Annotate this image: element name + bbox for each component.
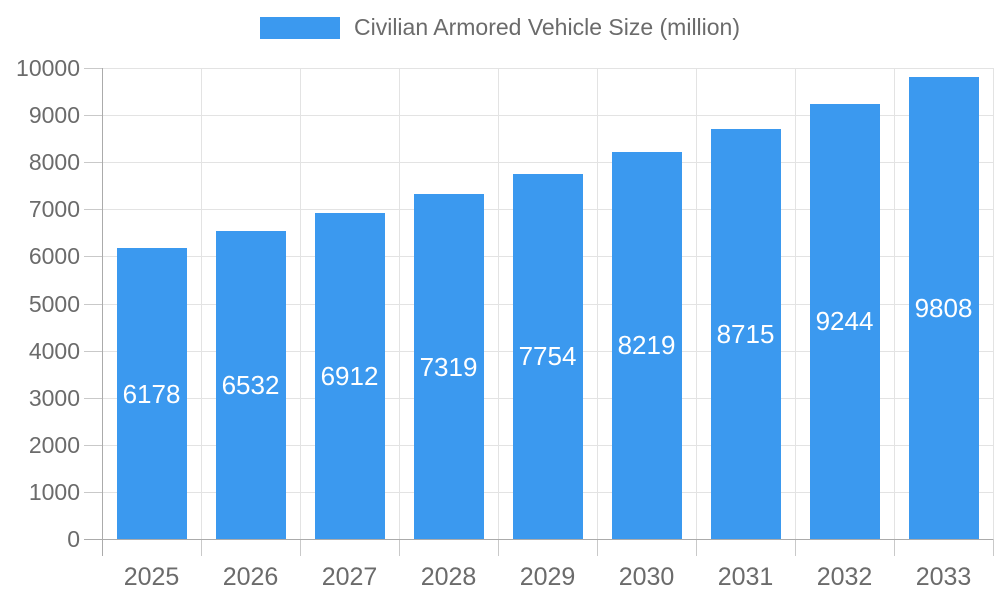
y-axis-label: 6000 bbox=[28, 243, 80, 270]
y-axis-tick bbox=[84, 491, 102, 493]
y-axis-tick bbox=[84, 303, 102, 305]
legend-swatch-icon bbox=[259, 16, 340, 39]
y-axis-label: 10000 bbox=[16, 55, 80, 81]
y-axis-tick bbox=[84, 209, 102, 211]
y-axis-tick bbox=[84, 256, 102, 258]
bar-value-label: 8219 bbox=[617, 330, 676, 361]
x-axis-label: 2027 bbox=[321, 563, 378, 591]
gridline-vertical bbox=[300, 68, 301, 539]
x-axis-tick bbox=[102, 539, 103, 556]
y-axis-label: 4000 bbox=[28, 337, 80, 364]
bar-value-label: 9244 bbox=[815, 306, 874, 337]
legend-item[interactable]: Civilian Armored Vehicle Size (million) bbox=[259, 14, 741, 41]
y-axis-tick bbox=[84, 350, 102, 352]
bar-value-label: 6178 bbox=[122, 378, 181, 409]
x-axis-tick bbox=[201, 539, 202, 556]
bar-value-label: 7319 bbox=[419, 351, 478, 382]
y-axis-label: 9000 bbox=[28, 102, 80, 129]
bar-value-label: 8715 bbox=[716, 318, 775, 349]
bar-2028: 7319 bbox=[413, 194, 484, 539]
bar-2033: 9808 bbox=[908, 77, 979, 539]
x-axis-tick bbox=[498, 539, 499, 556]
x-axis-label: 2031 bbox=[717, 563, 774, 591]
x-axis-tick bbox=[597, 539, 598, 556]
gridline-vertical bbox=[993, 68, 994, 539]
bar-2029: 7754 bbox=[512, 173, 583, 539]
bar-2025: 6178 bbox=[116, 248, 187, 539]
gridline-vertical bbox=[399, 68, 400, 539]
gridline-vertical bbox=[795, 68, 796, 539]
bar-value-label: 9808 bbox=[914, 293, 973, 323]
y-axis-label: 3000 bbox=[28, 384, 80, 411]
y-axis-tick bbox=[84, 539, 102, 540]
gridline-vertical bbox=[201, 68, 202, 539]
y-axis-label: 7000 bbox=[28, 196, 80, 223]
y-axis-label: 5000 bbox=[28, 290, 80, 317]
gridline-vertical bbox=[894, 68, 895, 539]
gridline-vertical bbox=[597, 68, 598, 539]
x-axis-tick bbox=[399, 539, 400, 556]
y-axis-tick bbox=[84, 162, 102, 164]
x-axis-line bbox=[102, 539, 993, 540]
gridline-horizontal bbox=[102, 162, 993, 164]
x-axis-tick bbox=[894, 539, 895, 556]
legend-label: Civilian Armored Vehicle Size (million) bbox=[353, 14, 741, 40]
x-axis-label: 2028 bbox=[420, 563, 477, 591]
x-axis-label: 2026 bbox=[222, 563, 279, 591]
x-axis-tick bbox=[300, 539, 301, 556]
bar-value-label: 6912 bbox=[320, 361, 379, 392]
bar-2026: 6532 bbox=[215, 231, 286, 539]
y-axis-label: 0 bbox=[67, 526, 80, 552]
bar-value-label: 6532 bbox=[221, 370, 280, 401]
y-axis-tick bbox=[84, 115, 102, 117]
x-axis-tick bbox=[993, 539, 994, 556]
gridline-horizontal bbox=[102, 68, 993, 69]
x-axis-label: 2030 bbox=[618, 563, 675, 591]
y-axis-label: 1000 bbox=[28, 478, 80, 505]
gridline-vertical bbox=[498, 68, 499, 539]
bar-2032: 9244 bbox=[809, 103, 880, 539]
gridline-horizontal bbox=[102, 115, 993, 117]
x-axis-tick bbox=[696, 539, 697, 556]
x-axis-label: 2029 bbox=[519, 563, 576, 591]
x-axis-tick bbox=[795, 539, 796, 556]
y-axis-label: 8000 bbox=[28, 149, 80, 176]
y-axis-line bbox=[102, 68, 103, 539]
y-axis-tick bbox=[84, 68, 102, 69]
y-axis-tick bbox=[84, 397, 102, 399]
gridline-vertical bbox=[696, 68, 697, 539]
y-axis-tick bbox=[84, 444, 102, 446]
bar-2027: 6912 bbox=[314, 213, 385, 539]
y-axis-label: 2000 bbox=[28, 431, 80, 458]
x-axis-label: 2032 bbox=[816, 563, 873, 591]
chart-legend: Civilian Armored Vehicle Size (million) bbox=[0, 14, 1000, 41]
bar-2031: 8715 bbox=[710, 128, 781, 539]
bar-2030: 8219 bbox=[611, 151, 682, 539]
x-axis-label: 2025 bbox=[123, 563, 180, 591]
bar-value-label: 7754 bbox=[518, 341, 577, 372]
x-axis-label: 2033 bbox=[915, 563, 972, 591]
